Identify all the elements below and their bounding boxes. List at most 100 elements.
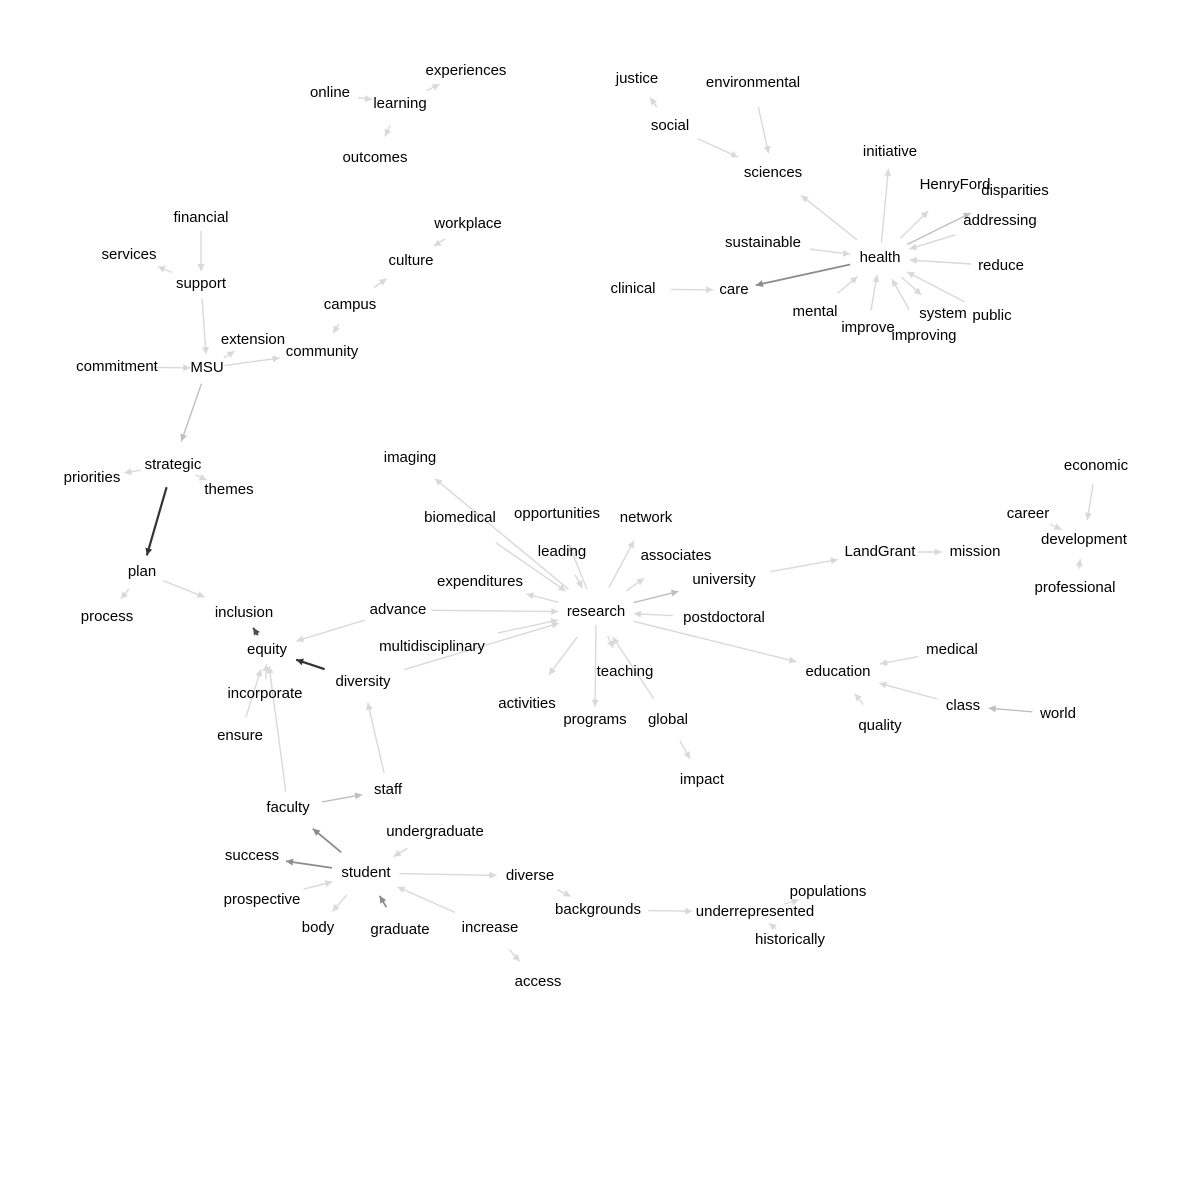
node-label: network bbox=[620, 509, 673, 526]
node-label: programs bbox=[563, 711, 626, 728]
node-label: improving bbox=[891, 327, 956, 344]
edge-arrow bbox=[549, 667, 556, 675]
node-label: experiences bbox=[426, 62, 507, 79]
edge bbox=[907, 272, 965, 302]
node-label: diversity bbox=[335, 673, 391, 690]
edge bbox=[881, 169, 888, 243]
edge bbox=[225, 358, 280, 366]
node-label: sustainable bbox=[725, 234, 801, 251]
edge-arrow bbox=[180, 434, 187, 442]
edge-arrow bbox=[272, 355, 279, 362]
node-label: community bbox=[286, 343, 359, 360]
node-label: staff bbox=[374, 781, 403, 798]
node-label: themes bbox=[204, 481, 253, 498]
edge-arrow bbox=[671, 590, 679, 597]
node-label: global bbox=[648, 711, 688, 728]
edge bbox=[609, 541, 634, 588]
edge-arrow bbox=[379, 279, 387, 286]
node-label: multidisciplinary bbox=[379, 638, 485, 655]
edge-arrow bbox=[756, 280, 764, 287]
node-label: university bbox=[692, 571, 756, 588]
node-label: advance bbox=[370, 601, 427, 618]
edge bbox=[432, 610, 559, 611]
node-label: mission bbox=[950, 543, 1001, 560]
edge-arrow bbox=[685, 908, 692, 915]
node-label: graduate bbox=[370, 921, 429, 938]
node-label: health bbox=[860, 249, 901, 266]
edge bbox=[758, 107, 768, 153]
node-label: online bbox=[310, 84, 350, 101]
node-label: equity bbox=[247, 641, 288, 658]
node-label: underrepresented bbox=[696, 903, 814, 920]
edge-arrow bbox=[872, 275, 879, 282]
edge bbox=[147, 487, 167, 555]
node-label: biomedical bbox=[424, 509, 496, 526]
node-label: career bbox=[1007, 505, 1050, 522]
edge-arrow bbox=[121, 591, 128, 599]
node-label: leading bbox=[538, 543, 586, 560]
edge bbox=[398, 887, 455, 912]
node-label: services bbox=[101, 246, 156, 263]
edge-arrow bbox=[592, 700, 599, 707]
nodes-layer: experiencesonlinelearningoutcomesjustice… bbox=[64, 62, 1129, 990]
node-label: faculty bbox=[266, 799, 310, 816]
word-network-graph: experiencesonlinelearningoutcomesjustice… bbox=[0, 0, 1200, 1200]
node-label: extension bbox=[221, 331, 285, 348]
edge bbox=[634, 621, 797, 661]
edge-arrow bbox=[935, 549, 942, 556]
edge-arrow bbox=[843, 250, 850, 257]
node-label: justice bbox=[615, 70, 659, 87]
edge-arrow bbox=[764, 146, 771, 154]
node-label: mental bbox=[792, 303, 837, 320]
node-label: undergraduate bbox=[386, 823, 484, 840]
edge-arrow bbox=[910, 257, 917, 264]
node-label: prospective bbox=[224, 891, 301, 908]
node-label: impact bbox=[680, 771, 725, 788]
node-label: class bbox=[946, 697, 980, 714]
node-label: inclusion bbox=[215, 604, 273, 621]
node-label: outcomes bbox=[342, 149, 407, 166]
edge bbox=[756, 265, 850, 286]
edge-arrow bbox=[855, 694, 862, 702]
edge-arrow bbox=[551, 608, 558, 615]
node-label: reduce bbox=[978, 257, 1024, 274]
edge-arrow bbox=[366, 703, 373, 711]
edge-arrow bbox=[489, 872, 496, 879]
node-label: activities bbox=[498, 695, 556, 712]
node-label: social bbox=[651, 117, 689, 134]
edge-arrow bbox=[434, 239, 442, 246]
node-label: improve bbox=[841, 319, 894, 336]
node-label: workplace bbox=[433, 215, 502, 232]
edge-arrow bbox=[789, 657, 797, 664]
node-label: medical bbox=[926, 641, 978, 658]
edge bbox=[400, 874, 497, 876]
node-label: strategic bbox=[145, 456, 202, 473]
edge-arrow bbox=[198, 264, 205, 271]
edge-arrow bbox=[183, 364, 190, 371]
node-label: body bbox=[302, 919, 335, 936]
node-label: campus bbox=[324, 296, 377, 313]
node-label: populations bbox=[790, 883, 867, 900]
edge bbox=[549, 637, 577, 675]
node-label: process bbox=[81, 608, 134, 625]
node-label: care bbox=[719, 281, 748, 298]
node-label: LandGrant bbox=[845, 543, 917, 560]
node-label: system bbox=[919, 305, 967, 322]
node-label: plan bbox=[128, 563, 156, 580]
edge-arrow bbox=[880, 659, 888, 666]
edge bbox=[801, 195, 857, 240]
node-label: opportunities bbox=[514, 505, 600, 522]
edge bbox=[368, 703, 384, 773]
edge bbox=[296, 620, 364, 641]
node-label: development bbox=[1041, 531, 1128, 548]
node-label: backgrounds bbox=[555, 901, 641, 918]
node-label: associates bbox=[641, 547, 712, 564]
edge-arrow bbox=[879, 682, 887, 689]
edge-arrow bbox=[124, 468, 131, 475]
node-label: historically bbox=[755, 931, 826, 948]
node-label: quality bbox=[858, 717, 902, 734]
node-label: addressing bbox=[963, 212, 1036, 229]
node-label: incorporate bbox=[227, 685, 302, 702]
node-label: support bbox=[176, 275, 227, 292]
node-label: imaging bbox=[384, 449, 437, 466]
